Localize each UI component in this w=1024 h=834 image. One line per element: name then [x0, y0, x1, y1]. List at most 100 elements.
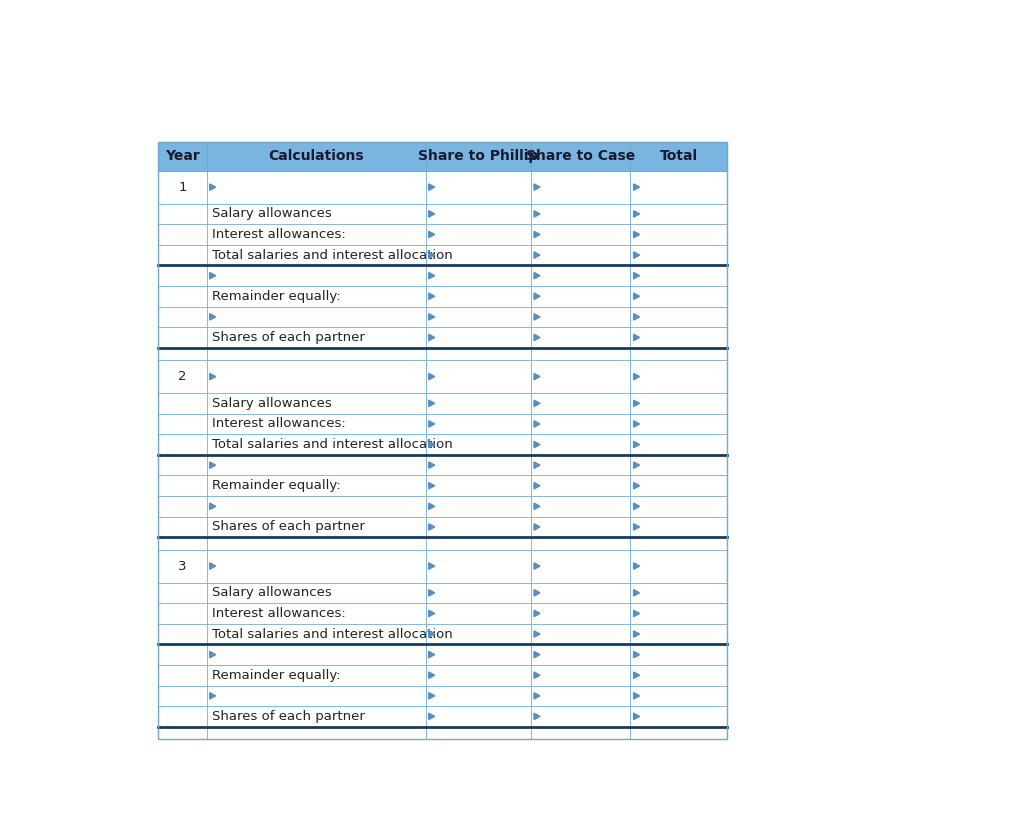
Bar — [426, 624, 530, 645]
Polygon shape — [429, 334, 435, 340]
Polygon shape — [634, 651, 640, 658]
Bar — [530, 516, 631, 537]
Polygon shape — [634, 420, 640, 427]
Polygon shape — [634, 672, 640, 678]
Polygon shape — [535, 400, 540, 407]
Bar — [426, 582, 530, 603]
Bar — [207, 435, 426, 455]
Bar — [426, 665, 530, 686]
Polygon shape — [429, 293, 435, 299]
Bar — [530, 286, 631, 307]
Bar — [158, 171, 207, 203]
Bar — [158, 360, 207, 393]
Bar — [631, 537, 727, 550]
Bar — [631, 142, 727, 171]
Bar — [631, 475, 727, 496]
Bar — [207, 645, 426, 665]
Bar — [158, 537, 207, 550]
Polygon shape — [535, 293, 540, 299]
Bar — [631, 686, 727, 706]
Bar — [207, 475, 426, 496]
Bar — [631, 624, 727, 645]
Bar — [158, 455, 207, 475]
Bar — [207, 496, 426, 516]
Bar — [426, 414, 530, 435]
Bar — [158, 706, 207, 726]
Bar — [631, 550, 727, 582]
Bar — [530, 327, 631, 348]
Bar — [631, 360, 727, 393]
Polygon shape — [535, 524, 540, 530]
Bar — [426, 550, 530, 582]
Text: Share to Phillip: Share to Phillip — [418, 149, 539, 163]
Bar — [631, 327, 727, 348]
Bar — [158, 726, 207, 739]
Polygon shape — [535, 211, 540, 217]
Polygon shape — [634, 610, 640, 616]
Bar — [158, 624, 207, 645]
Bar — [631, 203, 727, 224]
Polygon shape — [535, 590, 540, 596]
Polygon shape — [429, 184, 435, 190]
Bar — [631, 393, 727, 414]
Polygon shape — [535, 462, 540, 469]
Polygon shape — [429, 713, 435, 720]
Polygon shape — [535, 273, 540, 279]
Text: 2: 2 — [178, 370, 186, 383]
Polygon shape — [634, 211, 640, 217]
Polygon shape — [429, 231, 435, 238]
Polygon shape — [429, 483, 435, 489]
Bar — [426, 603, 530, 624]
Polygon shape — [429, 462, 435, 469]
Text: Interest allowances:: Interest allowances: — [212, 228, 346, 241]
Bar — [530, 393, 631, 414]
Polygon shape — [535, 252, 540, 259]
Bar — [530, 348, 631, 360]
Text: Interest allowances:: Interest allowances: — [212, 418, 346, 430]
Polygon shape — [535, 420, 540, 427]
Bar — [530, 307, 631, 327]
Bar — [158, 550, 207, 582]
Bar — [426, 645, 530, 665]
Text: Shares of each partner: Shares of each partner — [212, 331, 365, 344]
Bar — [631, 516, 727, 537]
Bar — [207, 537, 426, 550]
Bar — [207, 360, 426, 393]
Bar — [530, 475, 631, 496]
Polygon shape — [429, 211, 435, 217]
Bar — [158, 307, 207, 327]
Bar — [631, 265, 727, 286]
Polygon shape — [634, 692, 640, 699]
Polygon shape — [535, 651, 540, 658]
Text: Salary allowances: Salary allowances — [212, 586, 332, 600]
Bar — [207, 624, 426, 645]
Bar — [530, 224, 631, 245]
Bar — [631, 245, 727, 265]
Polygon shape — [535, 441, 540, 448]
Bar — [207, 393, 426, 414]
Bar — [426, 286, 530, 307]
Bar — [631, 307, 727, 327]
Text: Calculations: Calculations — [268, 149, 364, 163]
Bar — [158, 203, 207, 224]
Bar — [207, 582, 426, 603]
Bar — [207, 265, 426, 286]
Polygon shape — [634, 400, 640, 407]
Text: Total: Total — [659, 149, 698, 163]
Polygon shape — [429, 420, 435, 427]
Polygon shape — [634, 231, 640, 238]
Bar — [426, 496, 530, 516]
Bar — [158, 603, 207, 624]
Polygon shape — [210, 503, 216, 510]
Bar — [207, 307, 426, 327]
Polygon shape — [210, 563, 216, 570]
Polygon shape — [634, 273, 640, 279]
Polygon shape — [634, 314, 640, 320]
Bar — [426, 435, 530, 455]
Polygon shape — [634, 184, 640, 190]
Bar — [530, 686, 631, 706]
Bar — [158, 393, 207, 414]
Polygon shape — [634, 462, 640, 469]
Bar — [207, 414, 426, 435]
Bar — [426, 475, 530, 496]
